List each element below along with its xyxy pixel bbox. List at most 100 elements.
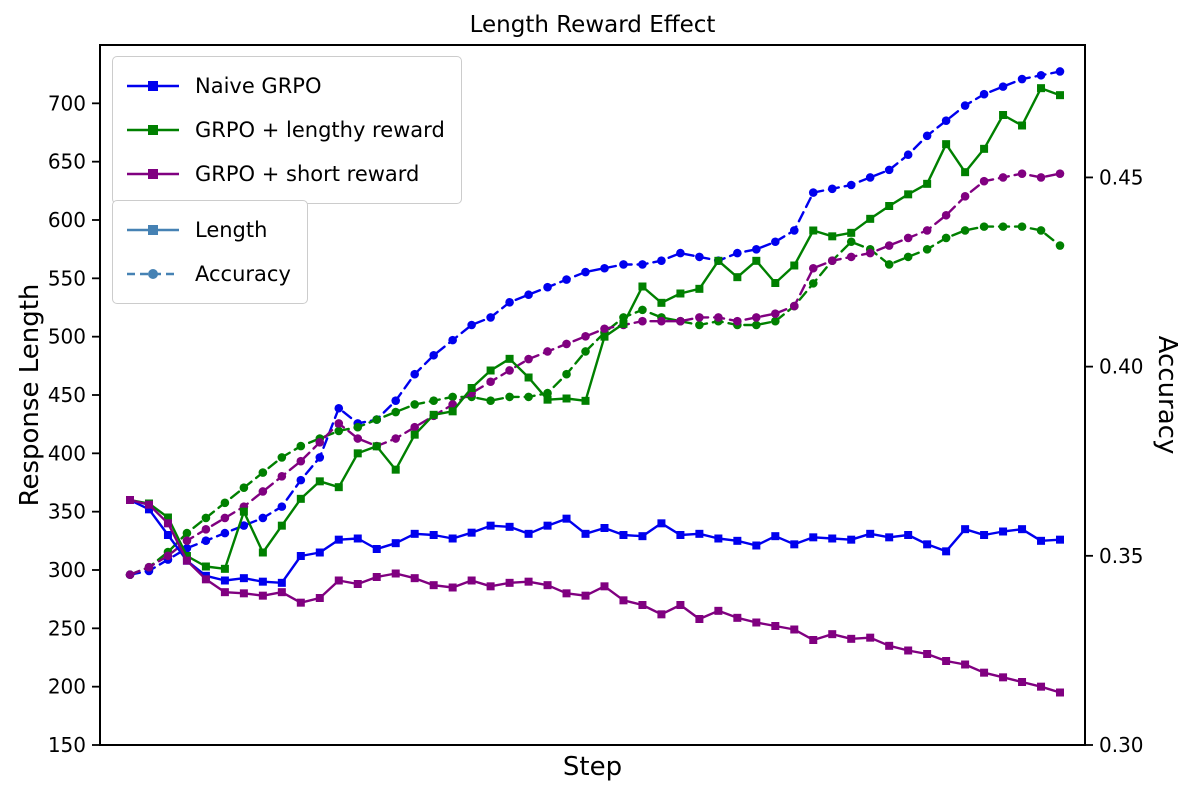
- marker-circle-grpo-short-reward-accuracy: [771, 309, 780, 318]
- marker-square-grpo-short-reward-length: [315, 594, 324, 602]
- marker-square-grpo-short-reward-length: [942, 657, 951, 665]
- marker-circle-grpo-short-reward-accuracy: [960, 192, 970, 201]
- marker-square-grpo-short-reward-length: [695, 615, 704, 623]
- y-tick-label-left: 550: [48, 266, 86, 290]
- marker-square-naive-grpo-length: [923, 540, 932, 549]
- marker-square-grpo-lengthy-reward-length: [353, 449, 362, 458]
- y-tick-label-left: 700: [48, 91, 86, 115]
- marker-circle-naive-grpo-accuracy: [998, 82, 1008, 91]
- marker-circle-grpo-short-reward-accuracy: [789, 301, 799, 311]
- marker-circle-grpo-short-reward-accuracy: [714, 313, 723, 322]
- marker-circle-naive-grpo-accuracy: [277, 502, 287, 511]
- legend-entry-short-reward: GRPO + short reward: [125, 153, 445, 195]
- marker-circle-grpo-short-reward-accuracy: [486, 377, 495, 387]
- marker-square-grpo-lengthy-reward-length: [980, 144, 989, 153]
- marker-circle-naive-grpo-accuracy: [922, 131, 932, 141]
- marker-square-grpo-short-reward-length: [676, 601, 685, 609]
- y-tick-label-right: 0.45: [1099, 165, 1144, 189]
- marker-circle-grpo-lengthy-reward-accuracy: [979, 222, 989, 231]
- marker-circle-naive-grpo-accuracy: [239, 521, 249, 530]
- marker-circle-naive-grpo-accuracy: [846, 180, 856, 190]
- marker-circle-grpo-short-reward-accuracy: [1017, 169, 1027, 178]
- marker-square-grpo-short-reward-length: [543, 581, 552, 590]
- marker-square-naive-grpo-length: [429, 531, 438, 539]
- marker-circle-naive-grpo-accuracy: [827, 184, 837, 194]
- legend-square-marker: [148, 81, 158, 91]
- marker-square-grpo-lengthy-reward-length: [239, 507, 248, 516]
- marker-square-naive-grpo-length: [1018, 525, 1027, 534]
- marker-square-naive-grpo-length: [467, 528, 476, 537]
- marker-square-grpo-lengthy-reward-length: [790, 261, 799, 270]
- marker-square-naive-grpo-length: [714, 534, 723, 543]
- marker-square-naive-grpo-length: [961, 525, 970, 534]
- marker-square-naive-grpo-length: [619, 531, 628, 539]
- legend-entry-lengthy-reward: GRPO + lengthy reward: [125, 109, 445, 151]
- marker-square-grpo-lengthy-reward-length: [258, 548, 267, 557]
- marker-circle-grpo-short-reward-accuracy: [846, 252, 856, 262]
- marker-circle-grpo-lengthy-reward-accuracy: [884, 260, 894, 269]
- marker-square-grpo-short-reward-length: [467, 576, 476, 585]
- marker-square-grpo-lengthy-reward-length: [1037, 84, 1046, 93]
- marker-square-grpo-lengthy-reward-length: [334, 483, 343, 492]
- marker-square-naive-grpo-length: [239, 574, 248, 583]
- marker-circle-naive-grpo-accuracy: [638, 260, 647, 269]
- marker-circle-grpo-lengthy-reward-accuracy: [998, 222, 1008, 231]
- marker-square-grpo-lengthy-reward-length: [847, 228, 856, 237]
- marker-square-grpo-lengthy-reward-length: [391, 465, 400, 474]
- marker-square-grpo-short-reward-length: [296, 598, 305, 607]
- marker-square-grpo-short-reward-length: [1056, 688, 1064, 697]
- legend-square-marker: [148, 125, 158, 135]
- marker-circle-grpo-lengthy-reward-accuracy: [695, 320, 704, 330]
- marker-square-naive-grpo-length: [562, 514, 571, 523]
- legend-handle-naive-grpo: [127, 81, 179, 91]
- marker-square-grpo-lengthy-reward-length: [524, 373, 533, 382]
- marker-square-grpo-lengthy-reward-length: [486, 366, 495, 375]
- marker-square-grpo-short-reward-length: [239, 589, 248, 598]
- marker-square-grpo-lengthy-reward-length: [1018, 121, 1027, 130]
- marker-circle-grpo-short-reward-accuracy: [903, 233, 913, 243]
- marker-square-naive-grpo-length: [600, 524, 609, 532]
- marker-circle-grpo-lengthy-reward-accuracy: [808, 279, 818, 288]
- marker-square-grpo-short-reward-length: [600, 582, 609, 591]
- x-axis-label: Step: [562, 752, 623, 782]
- marker-circle-grpo-short-reward-accuracy: [979, 176, 989, 186]
- marker-square-grpo-short-reward-length: [657, 610, 666, 619]
- marker-circle-grpo-short-reward-accuracy: [543, 347, 552, 356]
- marker-square-naive-grpo-length: [296, 552, 305, 560]
- marker-square-grpo-short-reward-length: [562, 589, 571, 598]
- y-axis-label-right: Accuracy: [1152, 335, 1182, 455]
- legend-handle-short-reward: [127, 169, 179, 179]
- marker-square-grpo-lengthy-reward-length: [163, 513, 172, 522]
- marker-circle-grpo-lengthy-reward-accuracy: [410, 400, 419, 409]
- marker-square-grpo-lengthy-reward-length: [372, 442, 381, 451]
- legend-square-marker: [148, 169, 158, 179]
- marker-circle-grpo-short-reward-accuracy: [505, 366, 514, 375]
- marker-square-naive-grpo-length: [448, 534, 457, 543]
- marker-square-grpo-short-reward-length: [258, 591, 267, 600]
- marker-circle-grpo-short-reward-accuracy: [657, 316, 666, 326]
- legend-color-groups: Naive GRPO GRPO + lengthy reward GRPO + …: [112, 56, 462, 204]
- marker-circle-grpo-short-reward-accuracy: [315, 437, 325, 447]
- marker-circle-grpo-short-reward-accuracy: [410, 422, 419, 432]
- marker-square-naive-grpo-length: [391, 539, 400, 548]
- marker-square-grpo-short-reward-length: [163, 519, 172, 528]
- marker-circle-naive-grpo-accuracy: [960, 101, 970, 110]
- marker-square-naive-grpo-length: [942, 547, 951, 556]
- marker-circle-naive-grpo-accuracy: [201, 536, 211, 545]
- marker-square-grpo-lengthy-reward-length: [904, 190, 913, 199]
- marker-square-grpo-short-reward-length: [1037, 682, 1046, 691]
- marker-square-naive-grpo-length: [543, 521, 552, 530]
- marker-square-grpo-lengthy-reward-length: [923, 179, 932, 188]
- marker-circle-grpo-short-reward-accuracy: [827, 256, 837, 265]
- marker-circle-naive-grpo-accuracy: [903, 150, 913, 160]
- legend-circle-marker: [148, 269, 158, 279]
- marker-square-grpo-short-reward-length: [980, 668, 989, 677]
- marker-square-grpo-lengthy-reward-length: [581, 396, 590, 405]
- marker-square-grpo-lengthy-reward-length: [752, 256, 761, 265]
- marker-circle-naive-grpo-accuracy: [600, 263, 609, 273]
- marker-square-grpo-short-reward-length: [714, 606, 723, 615]
- marker-square-grpo-lengthy-reward-length: [733, 273, 742, 282]
- marker-square-grpo-lengthy-reward-length: [562, 394, 571, 403]
- marker-circle-grpo-lengthy-reward-accuracy: [296, 441, 306, 451]
